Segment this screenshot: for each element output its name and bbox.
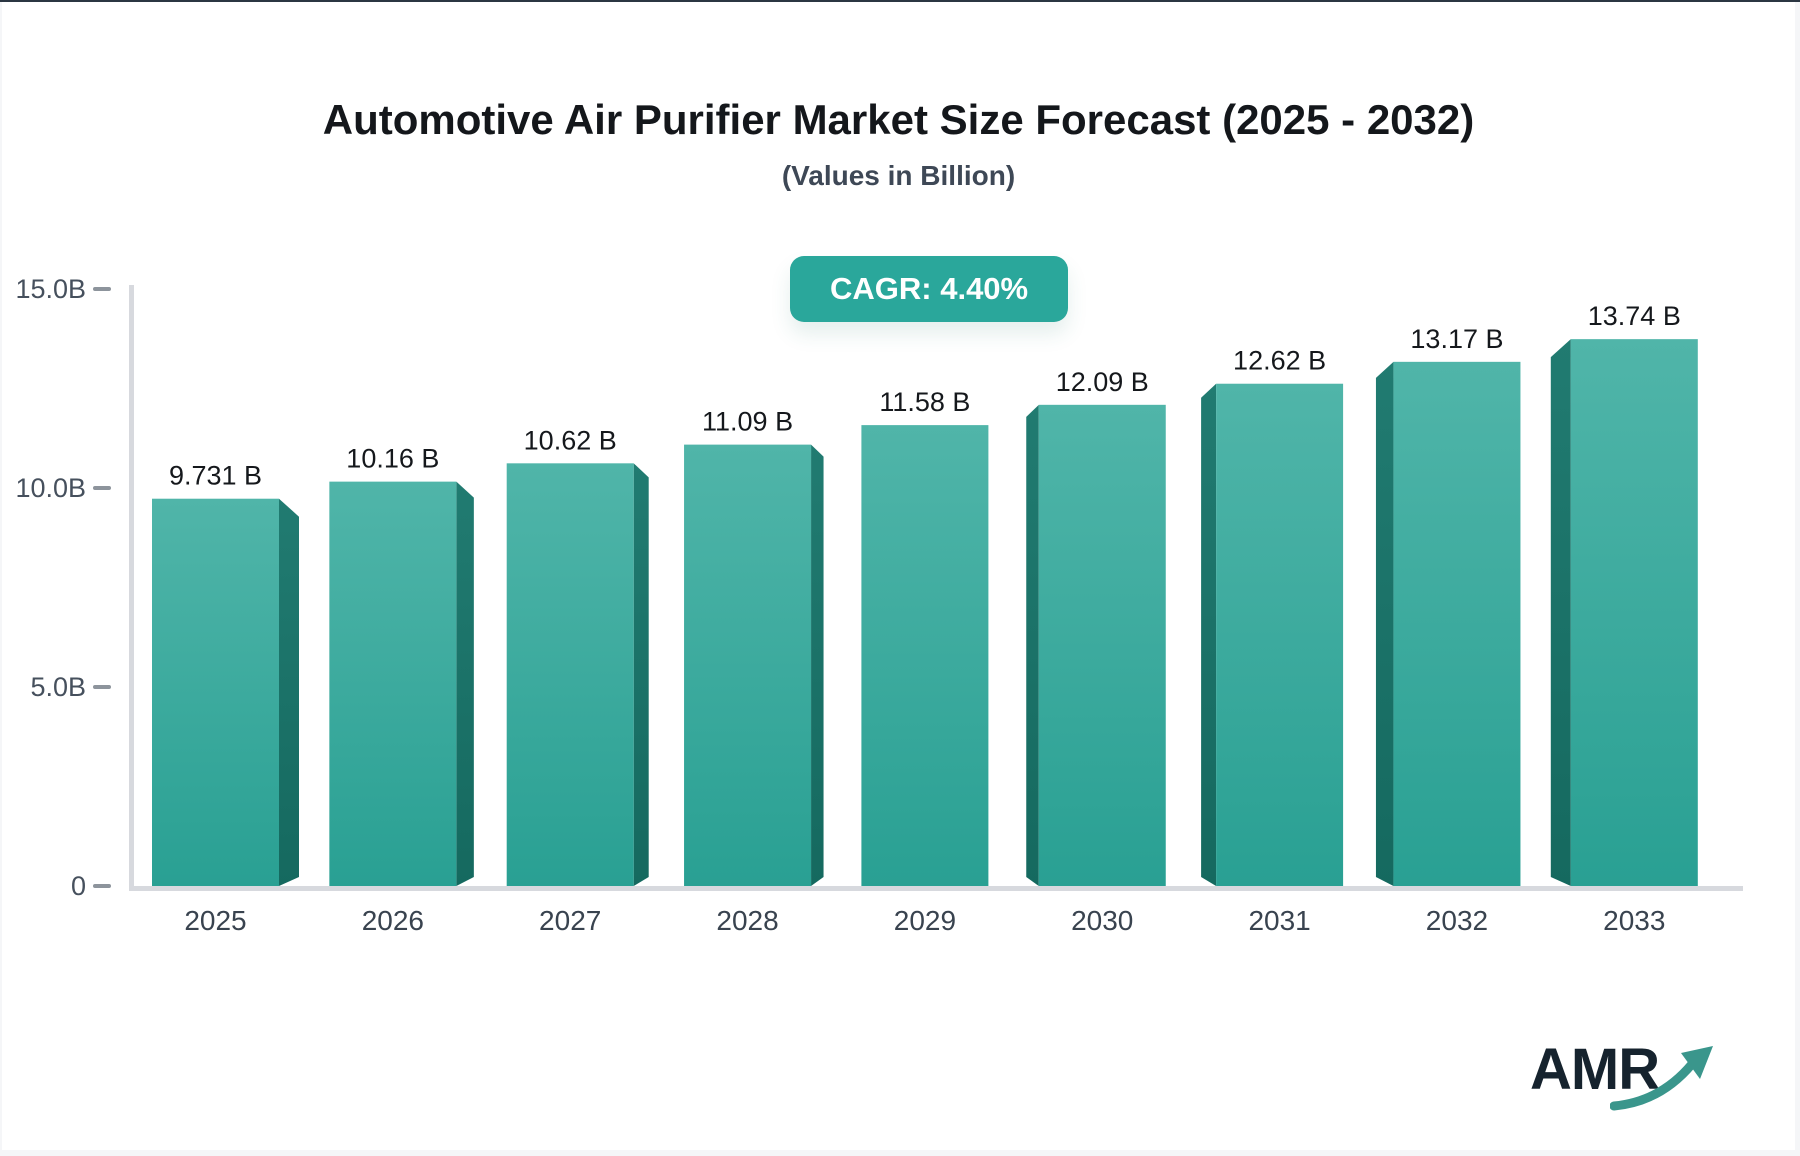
y-tick-label: 0 xyxy=(71,871,86,901)
page-title: Automotive Air Purifier Market Size Fore… xyxy=(322,96,1475,143)
x-axis-label: 2031 xyxy=(1248,905,1310,936)
y-tick-dash xyxy=(93,287,111,291)
x-axis-label: 2030 xyxy=(1071,905,1133,936)
bar-2025 xyxy=(152,498,279,886)
x-axis-label: 2026 xyxy=(362,905,424,936)
x-axis-label: 2032 xyxy=(1426,905,1488,936)
x-axis-label: 2027 xyxy=(539,905,601,936)
bar-side-2028 xyxy=(811,444,824,886)
bar-side-2025 xyxy=(279,498,299,886)
bar-value-label: 13.74 B xyxy=(1588,301,1681,331)
cagr-badge: CAGR: 4.40% xyxy=(790,256,1069,322)
y-tick-label: 10.0B xyxy=(15,473,86,503)
bar-side-2026 xyxy=(456,481,474,886)
bar-2028 xyxy=(684,444,812,886)
chart-header: Automotive Air Purifier Market Size Fore… xyxy=(2,2,1795,192)
amr-logo-text: AMR xyxy=(1530,1037,1660,1102)
bar-2033 xyxy=(1570,339,1698,886)
bar-side-2032 xyxy=(1375,361,1394,887)
labels-layer: 9.731 B 2025 10.16 B 2026 10.62 B 2027 11.09 B… xyxy=(169,301,1681,936)
bar-value-label: 10.62 B xyxy=(524,425,617,455)
axis-layer: 0 5.0B 10.0B 15.0B xyxy=(15,274,1743,901)
y-tick-dash xyxy=(93,486,111,490)
bar-2030 xyxy=(1038,404,1166,886)
window-top-edge xyxy=(0,0,1800,2)
bar-side-2033 xyxy=(1550,339,1571,886)
bar-value-label: 9.731 B xyxy=(169,461,262,491)
x-axis-label: 2028 xyxy=(716,905,778,936)
y-axis-line xyxy=(129,285,134,891)
bar-side-2031 xyxy=(1201,383,1217,886)
bars-layer xyxy=(152,339,1698,887)
bar-2032 xyxy=(1393,361,1521,887)
x-axis-label: 2025 xyxy=(184,905,246,936)
x-axis-line xyxy=(129,886,1743,891)
growth-arrow-icon xyxy=(1610,1046,1713,1111)
bar-value-label: 12.62 B xyxy=(1233,346,1326,376)
bar-2026 xyxy=(329,481,457,886)
bar-value-label: 11.58 B xyxy=(879,387,970,417)
bar-value-label: 10.16 B xyxy=(346,444,439,474)
chart-subtitle: (Values in Billion) xyxy=(781,160,1016,191)
y-tick-dash xyxy=(93,685,111,689)
bar-value-label: 13.17 B xyxy=(1410,324,1503,354)
y-tick-label: 5.0B xyxy=(30,672,86,702)
x-axis-label: 2029 xyxy=(894,905,956,936)
bar-2027 xyxy=(506,463,634,886)
bar-value-label: 11.09 B xyxy=(702,407,793,437)
bar-value-label: 12.09 B xyxy=(1056,367,1149,397)
bar-2029 xyxy=(861,425,989,886)
bar-side-2027 xyxy=(633,463,649,886)
y-tick-dash xyxy=(93,884,111,888)
amr-logo: AMR xyxy=(1530,1036,1730,1116)
bar-2031 xyxy=(1216,383,1344,886)
bar-side-2030 xyxy=(1026,404,1039,886)
y-tick-label: 15.0B xyxy=(15,274,86,304)
x-axis-label: 2033 xyxy=(1603,905,1665,936)
